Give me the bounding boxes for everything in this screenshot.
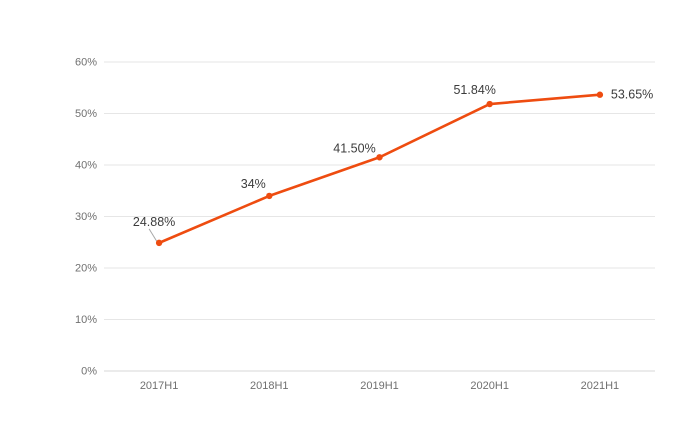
- data-point-label: 53.65%: [611, 88, 653, 102]
- x-tick-label: 2020H1: [470, 380, 509, 392]
- y-tick-label: 50%: [75, 108, 97, 120]
- label-leader-line: [148, 228, 158, 243]
- y-tick-label: 30%: [75, 211, 97, 223]
- data-point-label: 51.84%: [453, 83, 495, 97]
- data-point-marker: [266, 192, 273, 200]
- y-tick-label: 0%: [81, 366, 97, 378]
- data-point-marker: [376, 154, 383, 161]
- data-point-label: 24.88%: [133, 215, 175, 229]
- x-tick-label: 2021H1: [581, 380, 620, 392]
- data-point-label: 34%: [241, 177, 266, 191]
- data-point-marker: [155, 239, 163, 247]
- x-tick-label: 2018H1: [250, 380, 289, 392]
- data-point-marker: [486, 100, 493, 108]
- y-tick-label: 40%: [75, 160, 97, 172]
- y-tick-label: 10%: [75, 314, 97, 326]
- data-point-marker: [596, 91, 604, 98]
- x-tick-label: 2017H1: [140, 380, 179, 392]
- x-tick-label: 2019H1: [360, 380, 399, 392]
- data-point-label: 41.50%: [333, 141, 375, 155]
- data-series-line: [157, 93, 602, 245]
- y-tick-label: 20%: [75, 263, 97, 275]
- y-tick-label: 60%: [75, 57, 97, 69]
